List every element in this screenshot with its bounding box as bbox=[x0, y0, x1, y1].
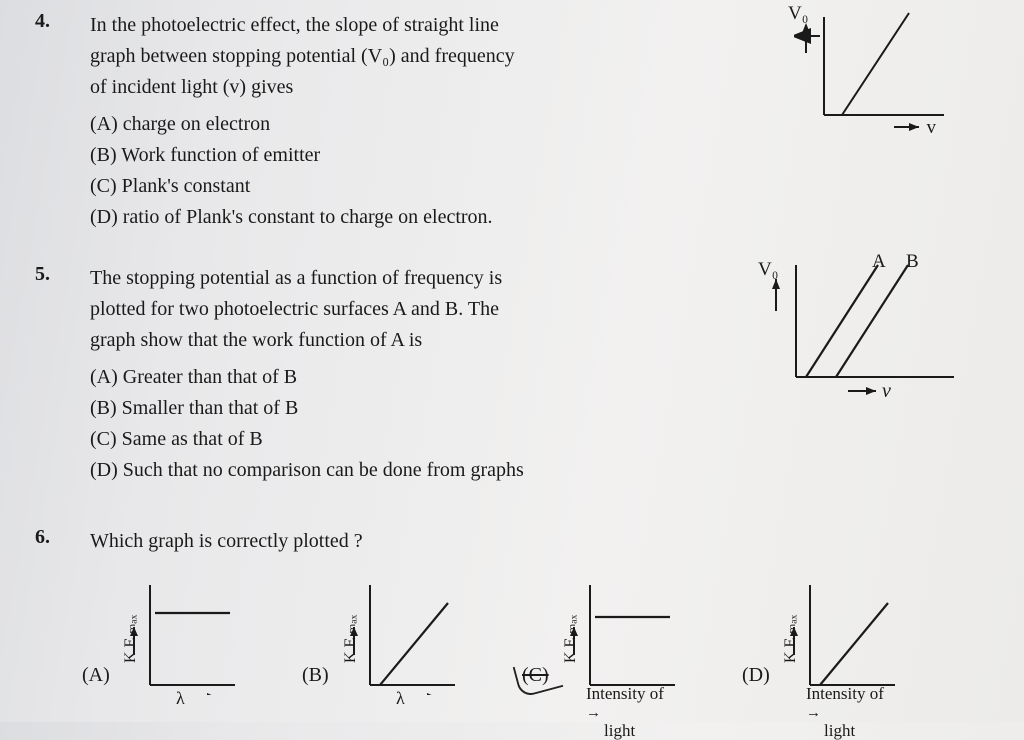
question-6: 6. Which graph is correctly plotted ? (A… bbox=[90, 526, 994, 715]
q6-c-xlabel: Intensity of → light bbox=[586, 685, 680, 739]
q5-option-c: (C) Same as that of B bbox=[90, 424, 994, 455]
q6-letter-a: (A) bbox=[82, 664, 110, 687]
q5-line2: plotted for two photoelectric surfaces A… bbox=[90, 298, 499, 320]
q4-graph-svg bbox=[794, 5, 954, 135]
q6-d-xlabel-2: light bbox=[824, 721, 855, 740]
question-5: 5. The stopping potential as a function … bbox=[90, 263, 994, 486]
q6-b-xlabel: λ bbox=[396, 688, 405, 709]
q6-a-ylabel: K.E.ₘₐₓ bbox=[120, 615, 140, 663]
q6-c-ylabel: K.E.ₘₐₓ bbox=[560, 615, 580, 663]
q4-option-b: (B) Work function of emitter bbox=[90, 140, 994, 171]
q5-figure: V₀ A B v bbox=[766, 255, 966, 411]
q5-text: The stopping potential as a function of … bbox=[90, 263, 650, 356]
question-4: 4. In the photoelectric effect, the slop… bbox=[90, 10, 994, 233]
q4-line3: of incident light (v) gives bbox=[90, 76, 293, 98]
q6-option-b: (B) K.E.ₘₐₓ λ bbox=[310, 575, 460, 715]
q4-figure: V₀ v bbox=[794, 5, 954, 141]
q6-option-a: (A) K.E.ₘₐₓ λ bbox=[90, 575, 240, 715]
q6-d-xlabel: Intensity of → light bbox=[806, 685, 900, 739]
q4-number: 4. bbox=[35, 10, 50, 33]
q6-c-xlabel-1: Intensity of bbox=[586, 684, 664, 703]
q5-line1: The stopping potential as a function of … bbox=[90, 267, 502, 289]
q5-labelB: B bbox=[906, 251, 919, 273]
q4-line2: graph between stopping potential (V₀) an… bbox=[90, 45, 515, 67]
q6-letter-c: (C) bbox=[522, 664, 549, 687]
q6-d-ylabel: K.E.ₘₐₓ bbox=[780, 615, 800, 663]
q6-option-c: (C) K.E.ₘₐₓ Intensity of → light bbox=[530, 575, 680, 715]
q6-option-d: (D) K.E.ₘₐₓ Intensity of → light bbox=[750, 575, 900, 715]
q4-xlabel: v bbox=[927, 117, 937, 139]
q6-b-ylabel: K.E.ₘₐₓ bbox=[340, 615, 360, 663]
q6-c-xlabel-2: light bbox=[604, 721, 635, 740]
q6-options-row: (A) K.E.ₘₐₓ λ (B) bbox=[90, 575, 994, 715]
q4-option-c: (C) Plank's constant bbox=[90, 171, 994, 202]
q6-number: 6. bbox=[35, 526, 50, 549]
q5-ylabel: V₀ bbox=[758, 259, 778, 281]
q6-a-xlabel: λ bbox=[176, 688, 185, 709]
q4-line1: In the photoelectric effect, the slope o… bbox=[90, 14, 499, 36]
q6-text: Which graph is correctly plotted ? bbox=[90, 526, 790, 557]
q5-labelA: A bbox=[872, 251, 886, 273]
q5-line3: graph show that the work function of A i… bbox=[90, 329, 422, 351]
page: 4. In the photoelectric effect, the slop… bbox=[0, 0, 1024, 715]
q5-xlabel: v bbox=[882, 380, 891, 403]
q5-number: 5. bbox=[35, 263, 50, 286]
q6-letter-b: (B) bbox=[302, 664, 329, 687]
q4-ylabel: V₀ bbox=[788, 3, 808, 25]
q5-option-d: (D) Such that no comparison can be done … bbox=[90, 455, 994, 486]
q4-text: In the photoelectric effect, the slope o… bbox=[90, 10, 650, 103]
q6-letter-d: (D) bbox=[742, 664, 770, 687]
q4-option-d: (D) ratio of Plank's constant to charge … bbox=[90, 202, 994, 233]
q6-d-xlabel-1: Intensity of bbox=[806, 684, 884, 703]
q5-graph-svg bbox=[766, 255, 966, 405]
